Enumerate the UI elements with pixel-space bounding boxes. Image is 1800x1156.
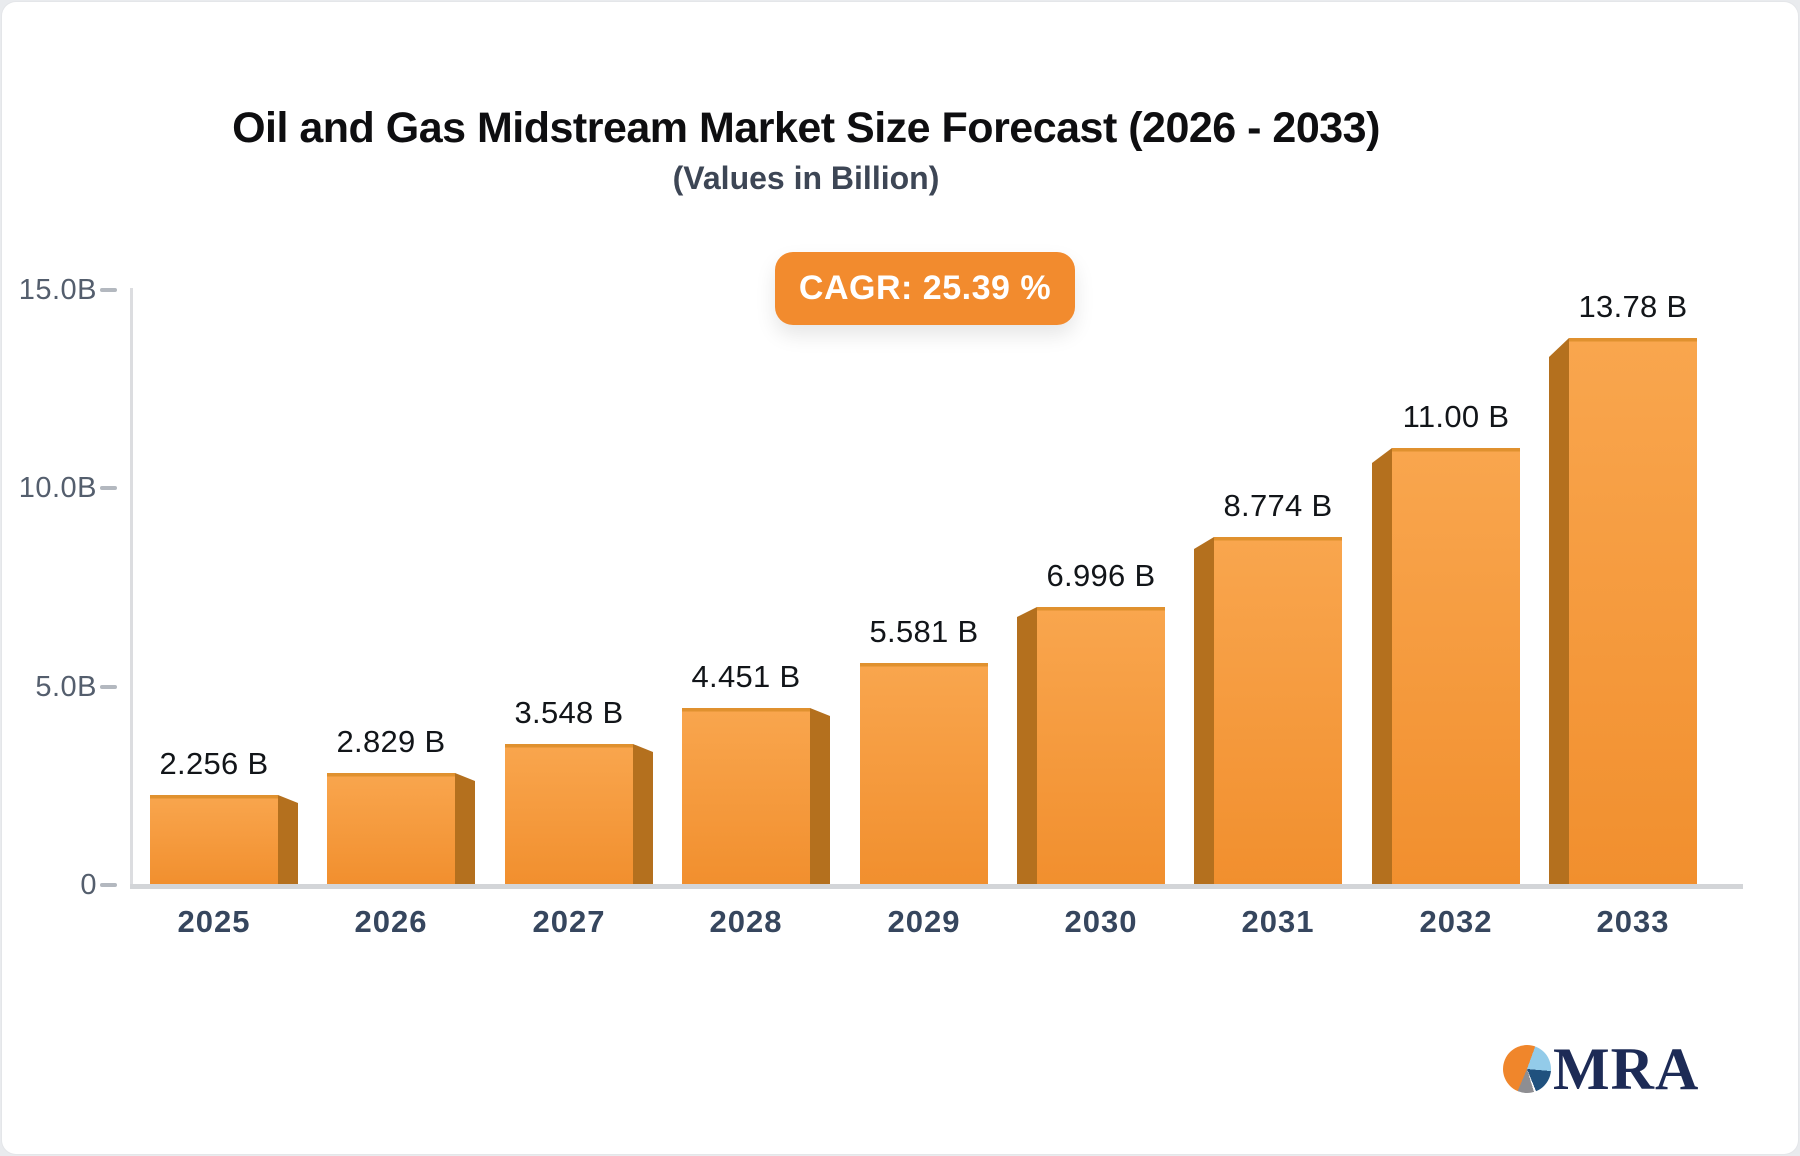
bar-top-edge (327, 773, 455, 777)
bar-2026 (327, 773, 455, 885)
x-axis-label: 2033 (1596, 904, 1670, 939)
bar-top-edge (682, 708, 810, 712)
bar-top-edge (1214, 537, 1342, 541)
x-axis-label: 2031 (1241, 904, 1315, 939)
bar-2031 (1214, 537, 1342, 885)
x-axis-label: 2030 (1064, 904, 1138, 939)
bar-value-label: 3.548 B (514, 695, 624, 730)
x-axis-label: 2032 (1419, 904, 1493, 939)
bar-side-face (633, 744, 653, 885)
bar-value-label: 8.774 B (1223, 488, 1333, 523)
bar-2033 (1569, 338, 1697, 885)
y-axis-tick-label: 15.0B (18, 273, 97, 306)
chart-title: Oil and Gas Midstream Market Size Foreca… (232, 104, 1380, 152)
bar-side-face (455, 773, 475, 885)
x-axis-label: 2026 (354, 904, 428, 939)
bar-side-face (1017, 607, 1037, 885)
bar-top-edge (1569, 338, 1697, 342)
bar-2027 (505, 744, 633, 885)
y-axis-tick-label: 5.0B (35, 670, 97, 703)
brand-logo-text: MRA (1553, 1036, 1700, 1102)
y-axis-tick-label: 0 (80, 869, 97, 901)
bar-side-face (1549, 338, 1569, 885)
bar-2028 (682, 708, 810, 885)
cagr-badge: CAGR: 25.39 % (775, 252, 1075, 325)
y-axis-tick-label: 10.0B (18, 472, 97, 504)
bar-side-face (278, 795, 298, 885)
y-axis-tick-dash (100, 883, 117, 887)
x-axis-label: 2027 (532, 904, 606, 939)
x-axis-label: 2025 (177, 904, 251, 939)
bar-2029 (860, 663, 988, 885)
y-axis-tick-dash (100, 287, 117, 292)
bar-side-face (1372, 448, 1392, 885)
bar-value-label: 2.256 B (159, 746, 269, 781)
bar-side-face (810, 708, 830, 885)
bar-2030 (1037, 607, 1165, 885)
bar-value-label: 11.00 B (1402, 399, 1510, 434)
y-axis-line (130, 288, 133, 885)
bar-top-edge (1037, 607, 1165, 611)
y-axis-tick-dash (100, 486, 117, 490)
bar-value-label: 6.996 B (1046, 558, 1156, 593)
bar-top-edge (860, 663, 988, 667)
x-axis-label: 2028 (709, 904, 783, 939)
chart-subtitle: (Values in Billion) (672, 160, 940, 196)
brand-logo: MRA (1503, 1036, 1700, 1102)
bar-top-edge (1392, 448, 1520, 452)
bar-top-edge (505, 744, 633, 748)
bar-value-label: 13.78 B (1578, 289, 1688, 324)
bar-value-label: 4.451 B (691, 659, 801, 694)
pie-chart-logo-icon (1503, 1045, 1551, 1093)
bar-side-face (1194, 537, 1214, 885)
bar-value-label: 2.829 B (336, 724, 446, 759)
bar-2032 (1392, 448, 1520, 885)
bar-value-label: 5.581 B (869, 614, 979, 649)
y-axis-tick-dash (100, 684, 117, 689)
x-axis-label: 2029 (887, 904, 961, 939)
bar-2025 (150, 795, 278, 885)
x-axis-baseline (130, 884, 1743, 889)
bar-top-edge (150, 795, 278, 799)
